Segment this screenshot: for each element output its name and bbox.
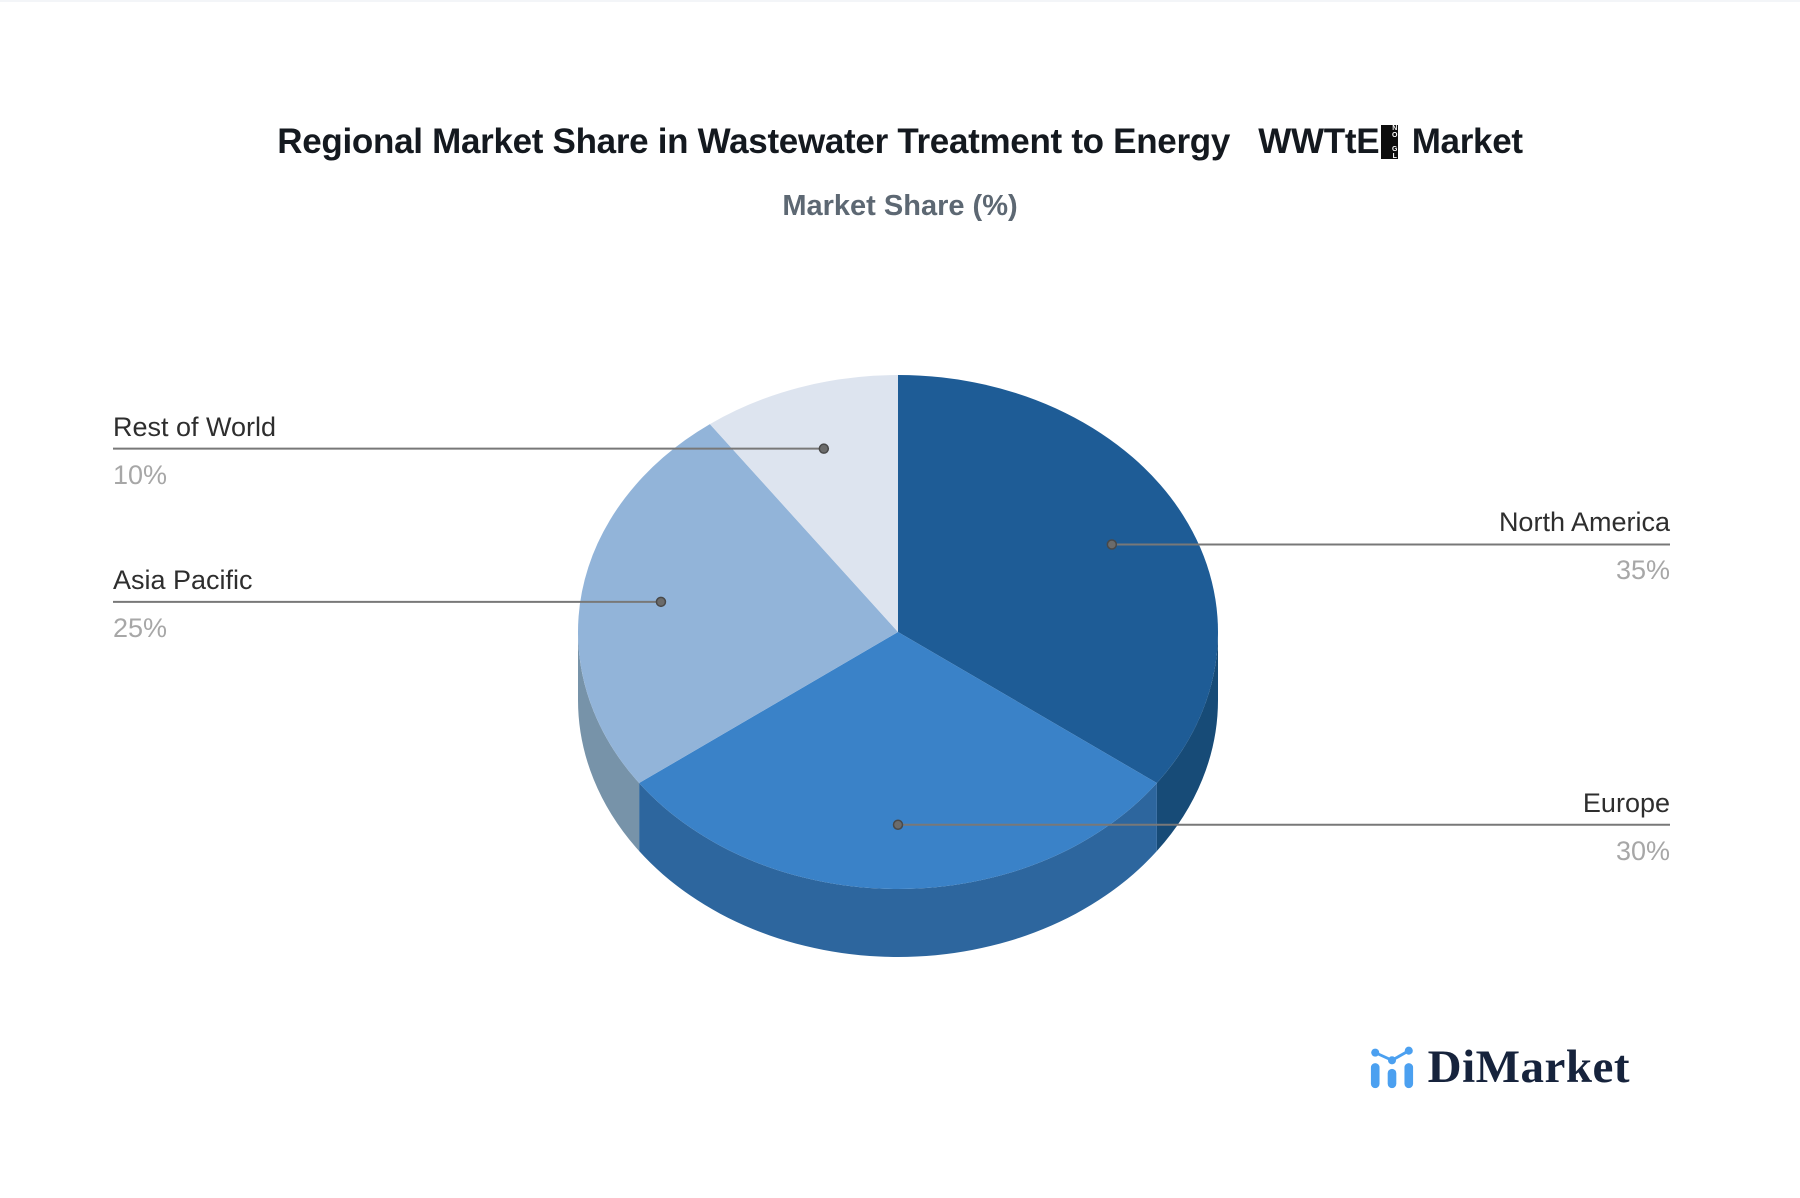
slice-label-percent: 30% (1615, 835, 1670, 866)
slice-label-name: North America (1498, 507, 1670, 538)
leader-dot (818, 443, 830, 454)
brand-name: DiMarket (1427, 1041, 1630, 1093)
slice-label-percent: 35% (1615, 555, 1670, 586)
pie-slice-rest-of-world[interactable] (709, 375, 898, 632)
pie-slice-side-north-america (1156, 632, 1218, 852)
leader-dot (1106, 539, 1118, 550)
pie-slice-north-america[interactable] (898, 375, 1219, 784)
slice-label-percent: 10% (113, 459, 168, 490)
pie-slice-side-europe (639, 783, 1157, 957)
slice-label-name: Europe (1582, 787, 1670, 818)
chart-title-suffix: Market (1402, 122, 1523, 161)
missing-glyph-box: NO GLYPH (1381, 125, 1399, 159)
bar-chart-trend-icon (1370, 1046, 1413, 1089)
leader-dot (892, 819, 904, 830)
chart-title: Regional Market Share in Wastewater Trea… (0, 122, 1800, 162)
pie-slice-asia-pacific[interactable] (578, 424, 898, 784)
chart-subtitle: Market Share (%) (782, 190, 1018, 222)
slice-label-percent: 25% (113, 612, 168, 643)
leader-dot (655, 596, 667, 608)
chart-title-prefix: Regional Market Share in Wastewater Trea… (277, 122, 1380, 161)
pie-slice-side-asia-pacific (578, 632, 640, 852)
slice-label-name: Asia Pacific (113, 564, 253, 595)
slice-label-name: Rest of World (113, 411, 277, 442)
brand-logo: DiMarket (1369, 1040, 1630, 1094)
